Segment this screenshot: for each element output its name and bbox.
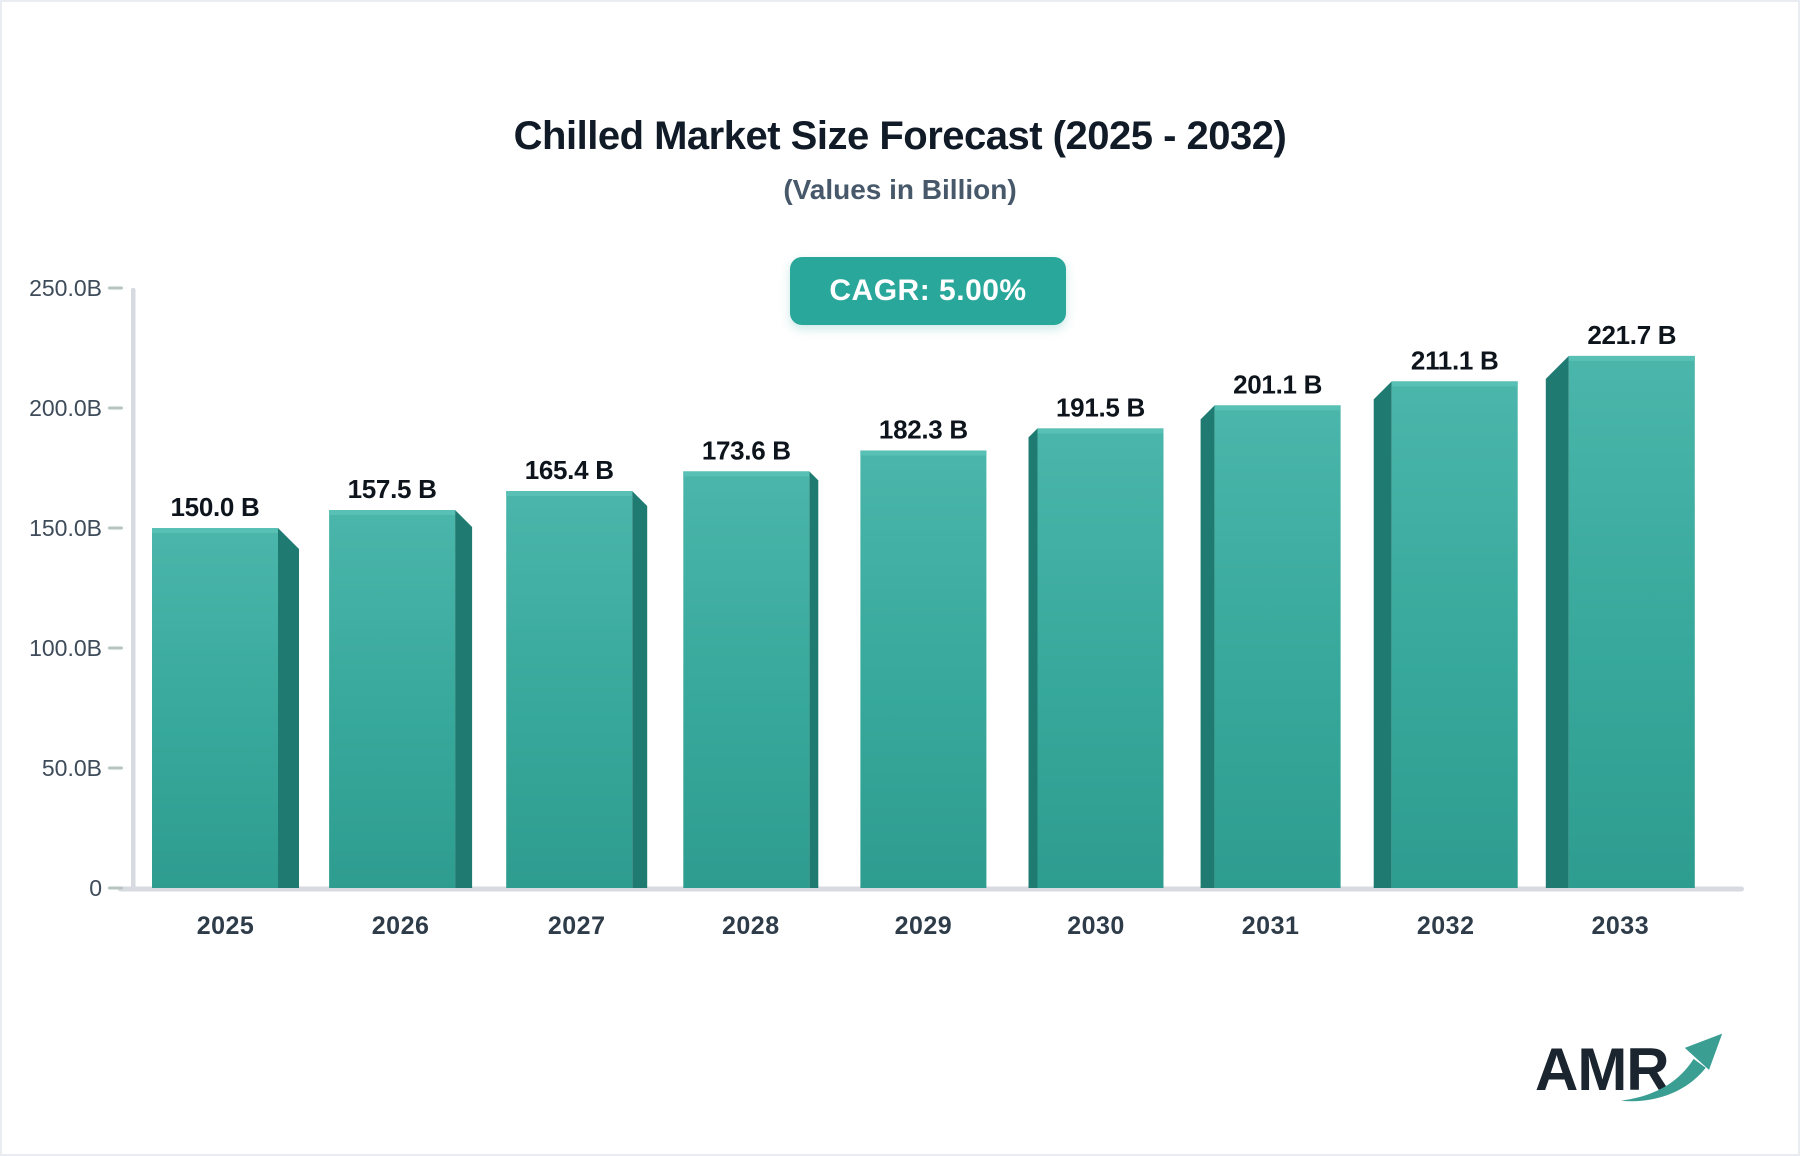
bar: [1568, 355, 1695, 888]
bar-side-face: [632, 491, 648, 888]
bar-top-highlight: [860, 450, 987, 456]
ytick-label: 0: [89, 875, 102, 901]
bar-side-face: [1545, 355, 1569, 888]
ytick-dash: [108, 406, 123, 410]
bar-top-highlight: [683, 471, 810, 477]
ytick-dash: [108, 766, 123, 770]
x-axis-year-label: 2025: [197, 912, 255, 940]
bar-value-label: 165.4 B: [525, 455, 614, 485]
bar-value-label: 157.5 B: [348, 474, 437, 504]
growth-arrow-icon: [1621, 1033, 1723, 1102]
x-axis-year-label: 2028: [722, 912, 780, 940]
ytick-label: 100.0B: [29, 635, 102, 661]
bar-side-face: [455, 510, 473, 888]
bar: [329, 510, 456, 888]
x-axis-year-label: 2033: [1591, 912, 1649, 940]
bar-side-face: [278, 528, 299, 888]
bar-value-label: 201.1 B: [1233, 369, 1322, 399]
bar-top-highlight: [329, 510, 456, 515]
bar: [683, 471, 810, 888]
x-axis-year-label: 2032: [1417, 912, 1475, 940]
bar-value-label: 221.7 B: [1587, 320, 1676, 350]
bar-value-label: 211.1 B: [1411, 345, 1499, 375]
bar: [152, 528, 278, 888]
bar: [1214, 405, 1341, 888]
bar-top-highlight: [1037, 428, 1164, 434]
bar-value-label: 173.6 B: [702, 435, 791, 465]
x-axis-year-label: 2030: [1067, 912, 1125, 940]
bar-top-highlight: [1214, 405, 1341, 411]
bar: [860, 450, 987, 888]
bar-side-face: [1028, 428, 1038, 888]
bar-top-highlight: [152, 528, 278, 533]
x-axis-year-label: 2027: [548, 912, 606, 940]
cagr-badge-label: CAGR: 5.00%: [829, 274, 1027, 307]
bar: [1391, 381, 1518, 888]
bar-side-face: [1200, 405, 1215, 888]
ytick-label: 50.0B: [42, 755, 102, 781]
bar-top-highlight: [1391, 381, 1518, 387]
bar-value-label: 191.5 B: [1056, 392, 1145, 422]
bar-side-face: [809, 471, 819, 888]
chart-title: Chilled Market Size Forecast (2025 - 203…: [513, 114, 1287, 158]
bar-top-highlight: [506, 491, 633, 497]
ytick-label: 250.0B: [29, 275, 102, 301]
bar-top-highlight: [1568, 355, 1695, 361]
bar: [1037, 428, 1164, 888]
ytick-label: 200.0B: [29, 395, 102, 421]
amr-logo-text: AMR: [1535, 1036, 1670, 1103]
ytick-dash: [108, 526, 123, 530]
chart-subtitle: (Values in Billion): [783, 174, 1017, 205]
amr-logo: AMR: [1535, 1033, 1735, 1118]
x-axis-year-label: 2031: [1242, 912, 1300, 940]
bar-value-label: 182.3 B: [879, 414, 968, 444]
bar-value-label: 150.0 B: [171, 492, 260, 522]
y-axis-line: [131, 288, 136, 888]
ytick-dash: [108, 646, 123, 650]
bar-side-face: [1373, 381, 1392, 888]
ytick-dash: [108, 886, 123, 890]
ytick-label: 150.0B: [29, 515, 102, 541]
cagr-badge: CAGR: 5.00%: [790, 257, 1066, 325]
ytick-dash: [108, 286, 123, 290]
bar: [506, 491, 633, 888]
x-axis-year-label: 2026: [372, 912, 430, 940]
x-axis-year-label: 2029: [895, 912, 953, 940]
